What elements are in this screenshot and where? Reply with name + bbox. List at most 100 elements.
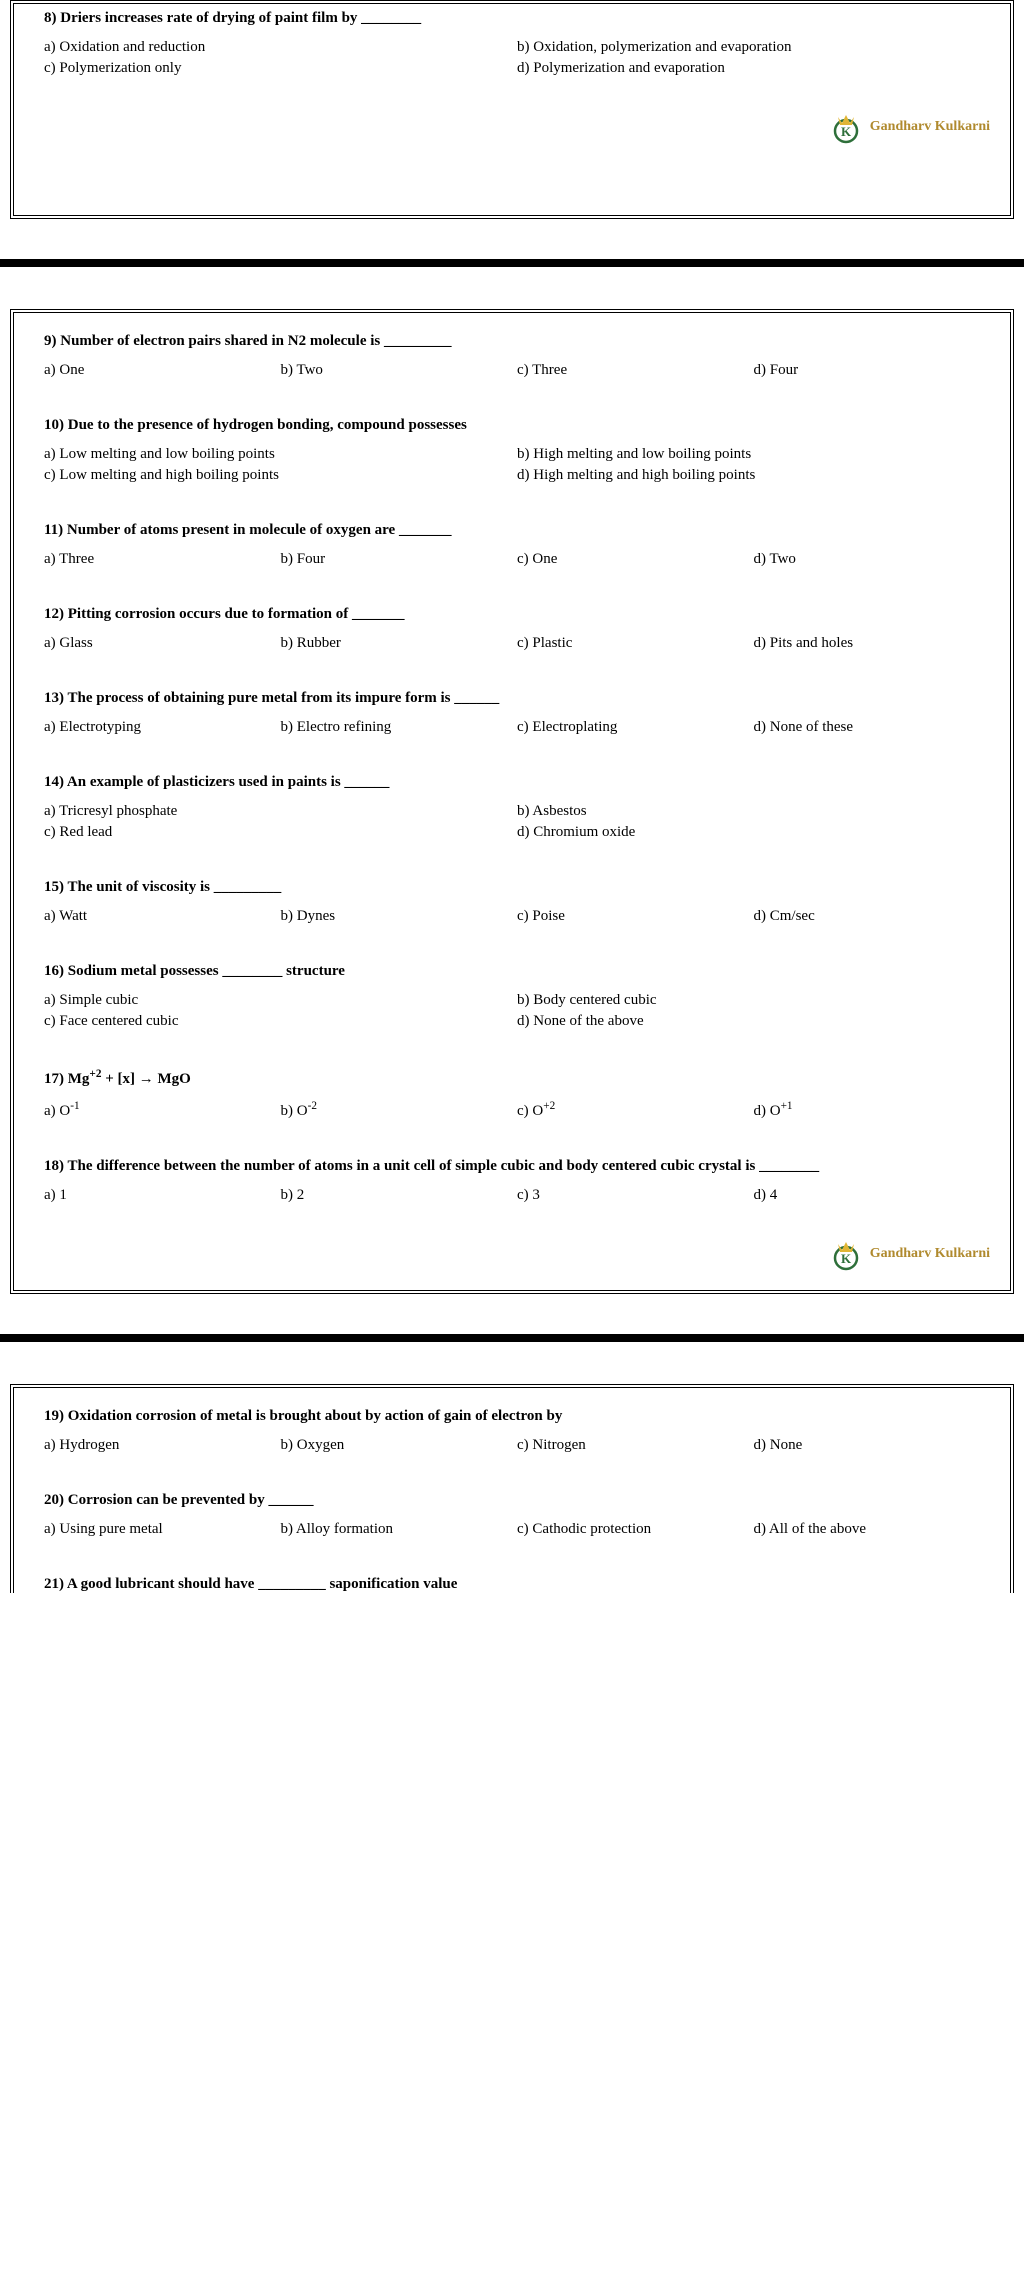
option: b) Dynes <box>281 908 508 925</box>
option: c) Electroplating <box>517 719 744 736</box>
question-text: 8) Driers increases rate of drying of pa… <box>44 10 980 27</box>
options-grid: a) Hydrogen b) Oxygen c) Nitrogen d) None <box>44 1437 980 1454</box>
option: b) Two <box>281 362 508 379</box>
option: a) Tricresyl phosphate <box>44 803 507 820</box>
options-grid: a) Electrotyping b) Electro refining c) El… <box>44 719 980 736</box>
option: d) Two <box>754 551 981 568</box>
option: c) Plastic <box>517 635 744 652</box>
option: d) O+1 <box>754 1100 981 1120</box>
page: 8) Driers increases rate of drying of pa… <box>10 0 1014 219</box>
option: d) Cm/sec <box>754 908 981 925</box>
option: a) Three <box>44 551 271 568</box>
option: b) Asbestos <box>517 803 980 820</box>
question-block: 8) Driers increases rate of drying of pa… <box>44 10 980 77</box>
watermark: K Gandharv Kulkarni <box>828 109 990 145</box>
question-block: 14) An example of plasticizers used in p… <box>44 774 980 841</box>
question-block: 10) Due to the presence of hydrogen bond… <box>44 417 980 484</box>
question-text: 9) Number of electron pairs shared in N2… <box>44 333 980 350</box>
option: c) Cathodic protection <box>517 1521 744 1538</box>
option: d) All of the above <box>754 1521 981 1538</box>
option: c) One <box>517 551 744 568</box>
question-block: 16) Sodium metal possesses ________ stru… <box>44 963 980 1030</box>
option: a) Oxidation and reduction <box>44 39 507 56</box>
option: a) Using pure metal <box>44 1521 271 1538</box>
question-text: 16) Sodium metal possesses ________ stru… <box>44 963 980 980</box>
option: b) Four <box>281 551 508 568</box>
option: b) High melting and low boiling points <box>517 446 980 463</box>
option: b) O-2 <box>281 1100 508 1120</box>
options-grid: a) 1 b) 2 c) 3 d) 4 <box>44 1187 980 1204</box>
watermark: K Gandharv Kulkarni <box>828 1236 990 1272</box>
options-grid: a) Using pure metal b) Alloy formation c) … <box>44 1521 980 1538</box>
question-text: 15) The unit of viscosity is _________ <box>44 879 980 896</box>
svg-text:K: K <box>841 1251 852 1266</box>
option: b) Rubber <box>281 635 508 652</box>
option: a) Glass <box>44 635 271 652</box>
option: c) Red lead <box>44 824 507 841</box>
question-block: 19) Oxidation corrosion of metal is brou… <box>44 1408 980 1454</box>
question-block: 17) Mg+2 + [x] → MgO a) O-1 b) O-2 c) O+2 d)… <box>44 1068 980 1120</box>
option: a) Watt <box>44 908 271 925</box>
option: d) Four <box>754 362 981 379</box>
option: c) Face centered cubic <box>44 1013 507 1030</box>
options-grid: a) Tricresyl phosphate b) Asbestos c) Red … <box>44 803 980 841</box>
question-block: 11) Number of atoms present in molecule … <box>44 522 980 568</box>
page-gap <box>0 219 1024 309</box>
options-grid: a) Glass b) Rubber c) Plastic d) Pits and h… <box>44 635 980 652</box>
question-text: 19) Oxidation corrosion of metal is brou… <box>44 1408 980 1425</box>
question-text: 20) Corrosion can be prevented by ______ <box>44 1492 980 1509</box>
option: c) Poise <box>517 908 744 925</box>
option: b) 2 <box>281 1187 508 1204</box>
option: d) None <box>754 1437 981 1454</box>
question-block: 15) The unit of viscosity is _________ a)… <box>44 879 980 925</box>
options-grid: a) Watt b) Dynes c) Poise d) Cm/sec <box>44 908 980 925</box>
option: a) 1 <box>44 1187 271 1204</box>
option: a) O-1 <box>44 1100 271 1120</box>
watermark-text: Gandharv Kulkarni <box>870 119 990 135</box>
question-text: 10) Due to the presence of hydrogen bond… <box>44 417 980 434</box>
option: a) Simple cubic <box>44 992 507 1009</box>
option: b) Alloy formation <box>281 1521 508 1538</box>
question-block: 12) Pitting corrosion occurs due to form… <box>44 606 980 652</box>
option: c) 3 <box>517 1187 744 1204</box>
option: d) 4 <box>754 1187 981 1204</box>
option: d) Chromium oxide <box>517 824 980 841</box>
option: c) Low melting and high boiling points <box>44 467 507 484</box>
question-block: 9) Number of electron pairs shared in N2… <box>44 333 980 379</box>
option: b) Oxidation, polymerization and evapora… <box>517 39 980 56</box>
question-text: 18) The difference between the number of… <box>44 1158 980 1175</box>
option: b) Oxygen <box>281 1437 508 1454</box>
page: 9) Number of electron pairs shared in N2… <box>10 309 1014 1294</box>
option: c) Three <box>517 362 744 379</box>
options-grid: a) One b) Two c) Three d) Four <box>44 362 980 379</box>
question-text: 11) Number of atoms present in molecule … <box>44 522 980 539</box>
question-text: 17) Mg+2 + [x] → MgO <box>44 1068 980 1088</box>
option: d) Pits and holes <box>754 635 981 652</box>
option: d) None of the above <box>517 1013 980 1030</box>
svg-text:K: K <box>841 124 852 139</box>
options-grid: a) O-1 b) O-2 c) O+2 d) O+1 <box>44 1100 980 1120</box>
question-text: 13) The process of obtaining pure metal … <box>44 690 980 707</box>
option: d) None of these <box>754 719 981 736</box>
options-grid: a) Oxidation and reduction b) Oxidation, … <box>44 39 980 77</box>
question-text: 14) An example of plasticizers used in p… <box>44 774 980 791</box>
option: a) Hydrogen <box>44 1437 271 1454</box>
option: c) O+2 <box>517 1100 744 1120</box>
option: d) Polymerization and evaporation <box>517 60 980 77</box>
watermark-text: Gandharv Kulkarni <box>870 1246 990 1262</box>
option: c) Polymerization only <box>44 60 507 77</box>
page: 19) Oxidation corrosion of metal is brou… <box>10 1384 1014 1593</box>
question-block: 13) The process of obtaining pure metal … <box>44 690 980 736</box>
question-block: 20) Corrosion can be prevented by ______… <box>44 1492 980 1538</box>
option: a) One <box>44 362 271 379</box>
question-block: 21) A good lubricant should have _______… <box>44 1576 980 1593</box>
question-block: 18) The difference between the number of… <box>44 1158 980 1204</box>
option: b) Electro refining <box>281 719 508 736</box>
option: d) High melting and high boiling points <box>517 467 980 484</box>
question-text: 12) Pitting corrosion occurs due to form… <box>44 606 980 623</box>
crown-icon: K <box>828 109 864 145</box>
option: c) Nitrogen <box>517 1437 744 1454</box>
option: a) Electrotyping <box>44 719 271 736</box>
option: a) Low melting and low boiling points <box>44 446 507 463</box>
options-grid: a) Low melting and low boiling points b) … <box>44 446 980 484</box>
